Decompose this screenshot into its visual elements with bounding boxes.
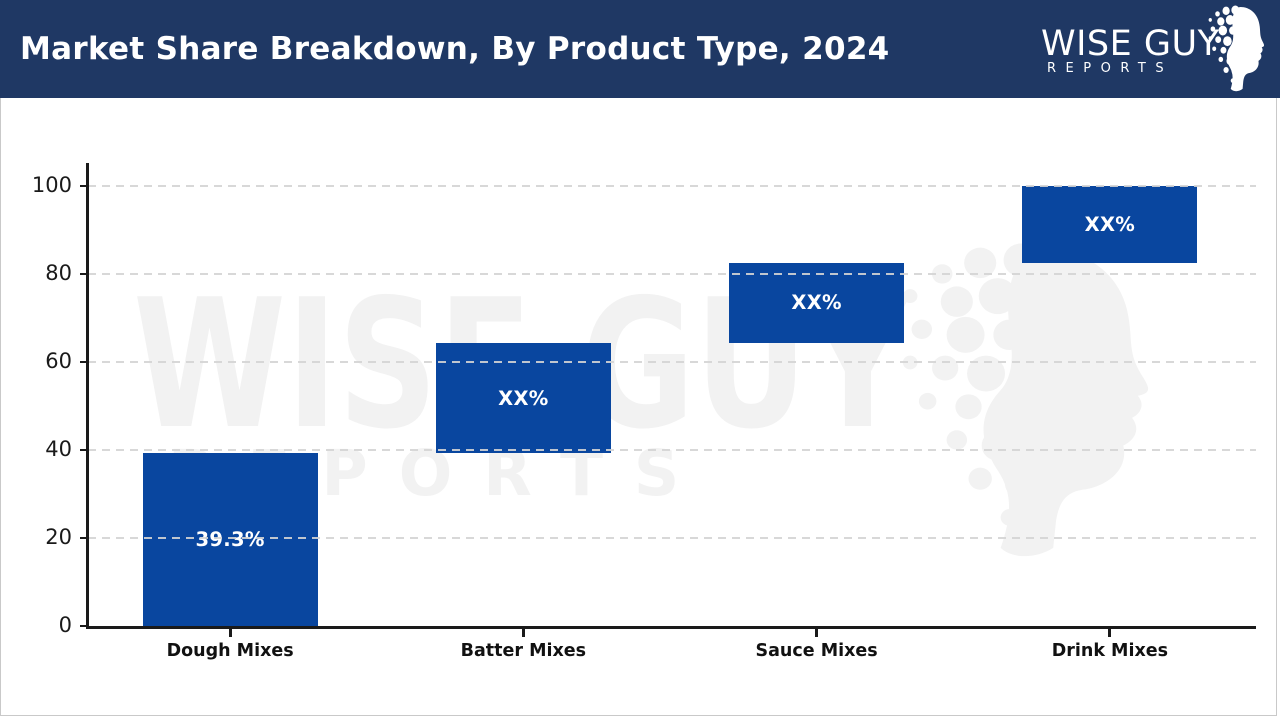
x-tick-3	[1108, 629, 1112, 637]
y-tick-label-100: 100	[31, 173, 72, 197]
bar-value-label: XX%	[791, 291, 842, 315]
bar-value-label: XX%	[498, 386, 549, 410]
y-tick-label-80: 80	[45, 261, 72, 285]
x-tick-1	[521, 629, 525, 637]
y-tick-80	[80, 273, 88, 275]
x-axis-spine	[86, 626, 1256, 629]
gridline-80	[88, 273, 1256, 275]
watermark-head-icon	[878, 238, 1170, 570]
gridline-100	[88, 185, 1256, 187]
logo-head-icon	[1203, 4, 1269, 95]
y-tick-label-40: 40	[45, 437, 72, 461]
bar-sauce-mixes: XX%	[729, 262, 905, 344]
logo-wordmark: WISE GUY	[1041, 24, 1220, 64]
x-axis-label-1: Batter Mixes	[460, 641, 587, 661]
plot-area: 0 20 40 60 80 100 39.3% Dough Mixes XX% Batter Mi…	[0, 98, 1280, 720]
bar-batter-mixes: XX%	[435, 343, 611, 454]
y-tick-60	[80, 361, 88, 363]
y-tick-40	[80, 449, 88, 451]
x-tick-2	[815, 629, 819, 637]
gridline-40	[88, 449, 1256, 451]
bar-value-label: 39.3%	[195, 528, 265, 552]
x-axis-label-2: Sauce Mixes	[755, 641, 878, 661]
logo-subtext: REPORTS	[1047, 61, 1174, 76]
gridline-60	[88, 361, 1256, 363]
y-tick-label-0: 0	[58, 613, 72, 637]
y-tick-20	[80, 537, 88, 539]
x-tick-0	[228, 629, 232, 637]
x-axis-label-3: Drink Mixes	[1051, 641, 1169, 661]
y-tick-100	[80, 185, 88, 187]
gridline-20	[88, 537, 1256, 539]
bar-dough-mixes: 39.3%	[142, 453, 318, 626]
page-title: Market Share Breakdown, By Product Type,…	[20, 31, 890, 67]
y-tick-label-60: 60	[45, 349, 72, 373]
bar-drink-mixes: XX%	[1022, 186, 1198, 263]
bar-value-label: XX%	[1084, 212, 1136, 236]
header: Market Share Breakdown, By Product Type,…	[0, 0, 1280, 98]
y-axis-spine	[86, 163, 89, 629]
y-tick-0	[80, 625, 88, 627]
y-tick-label-20: 20	[45, 525, 72, 549]
x-axis-label-0: Dough Mixes	[166, 641, 294, 661]
